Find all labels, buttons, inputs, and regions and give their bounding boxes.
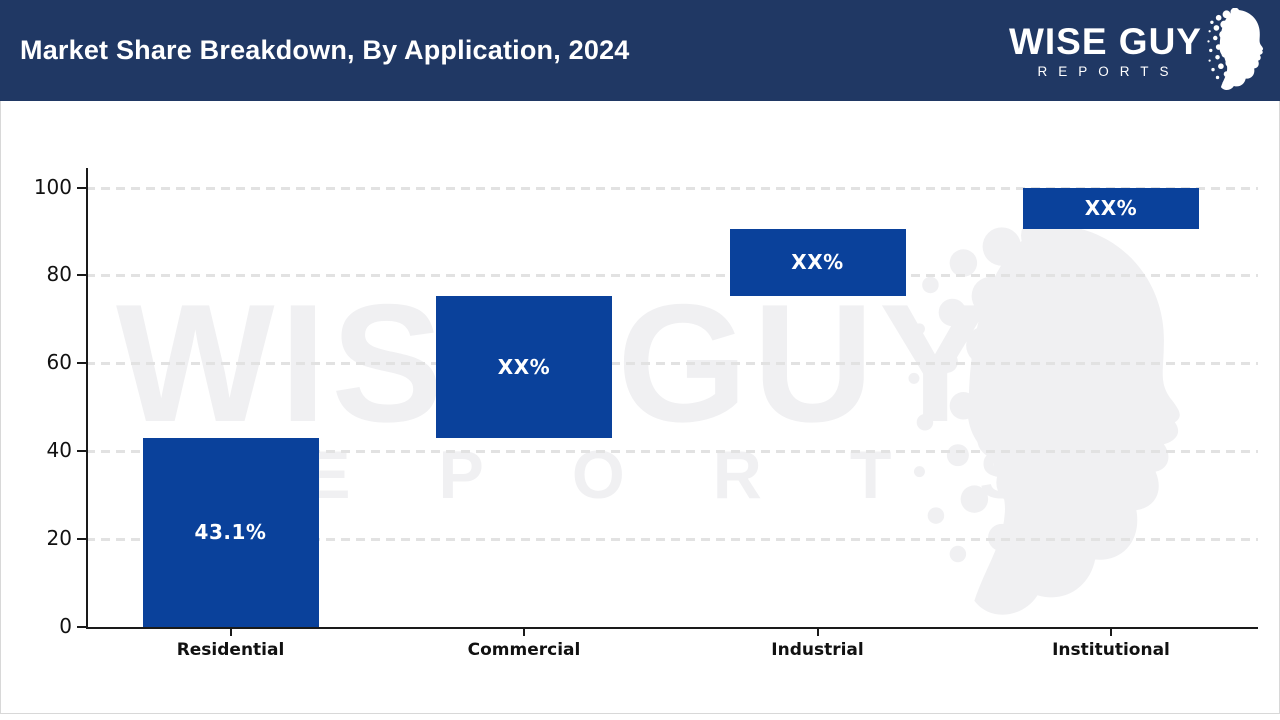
y-tick-label: 0	[59, 614, 72, 638]
x-tick-mark	[816, 629, 819, 636]
page-title: Market Share Breakdown, By Application, …	[20, 35, 630, 65]
x-axis-line	[86, 627, 1258, 629]
logo-wordmark: WISE GUY	[1008, 20, 1202, 62]
x-tick-mark	[1110, 629, 1112, 636]
y-tick-mark	[77, 186, 86, 189]
y-tick-label: 80	[46, 262, 72, 287]
y-tick-label: 100	[33, 174, 72, 199]
header-bar: Market Share Breakdown, By Application, …	[0, 0, 1280, 101]
y-tick-mark	[77, 626, 86, 628]
y-tick-mark	[77, 274, 86, 277]
y-axis-line	[86, 168, 88, 629]
bar-value-label: XX%	[791, 250, 844, 275]
y-tick-label: 40	[46, 438, 72, 463]
category-label-industrial: Industrial	[771, 640, 864, 660]
y-tick-mark	[77, 450, 86, 453]
y-tick-mark	[77, 362, 86, 365]
x-tick-mark	[523, 629, 525, 636]
x-tick-mark	[229, 629, 232, 636]
category-label-commercial: Commercial	[467, 640, 581, 660]
gridline-60	[86, 362, 1258, 366]
logo-wordmark-block: WISE GUY REPORTS	[1009, 23, 1202, 79]
gridline-80	[86, 274, 1258, 278]
y-tick-label: 60	[46, 350, 72, 375]
y-tick-mark	[77, 538, 86, 541]
category-label-institutional: Institutional	[1052, 640, 1170, 660]
logo-subtitle: REPORTS	[1037, 63, 1180, 79]
category-label-residential: Residential	[176, 640, 285, 660]
wise-guy-reports-logo: WISE GUY REPORTS	[1009, 7, 1266, 94]
bar-commercial: XX%	[436, 295, 612, 438]
gridline-20	[86, 538, 1258, 542]
bar-value-label: XX%	[1084, 196, 1138, 221]
gridline-40	[86, 450, 1258, 454]
bar-industrial: XX%	[729, 228, 906, 296]
bar-value-label: XX%	[497, 354, 551, 379]
bar-residential: 43.1%	[142, 437, 319, 627]
bar-value-label: 43.1%	[194, 520, 267, 545]
y-tick-label: 20	[46, 526, 72, 551]
gridline-100	[86, 186, 1258, 190]
bar-institutional: XX%	[1023, 187, 1199, 229]
dotted-head-icon	[1204, 7, 1266, 94]
